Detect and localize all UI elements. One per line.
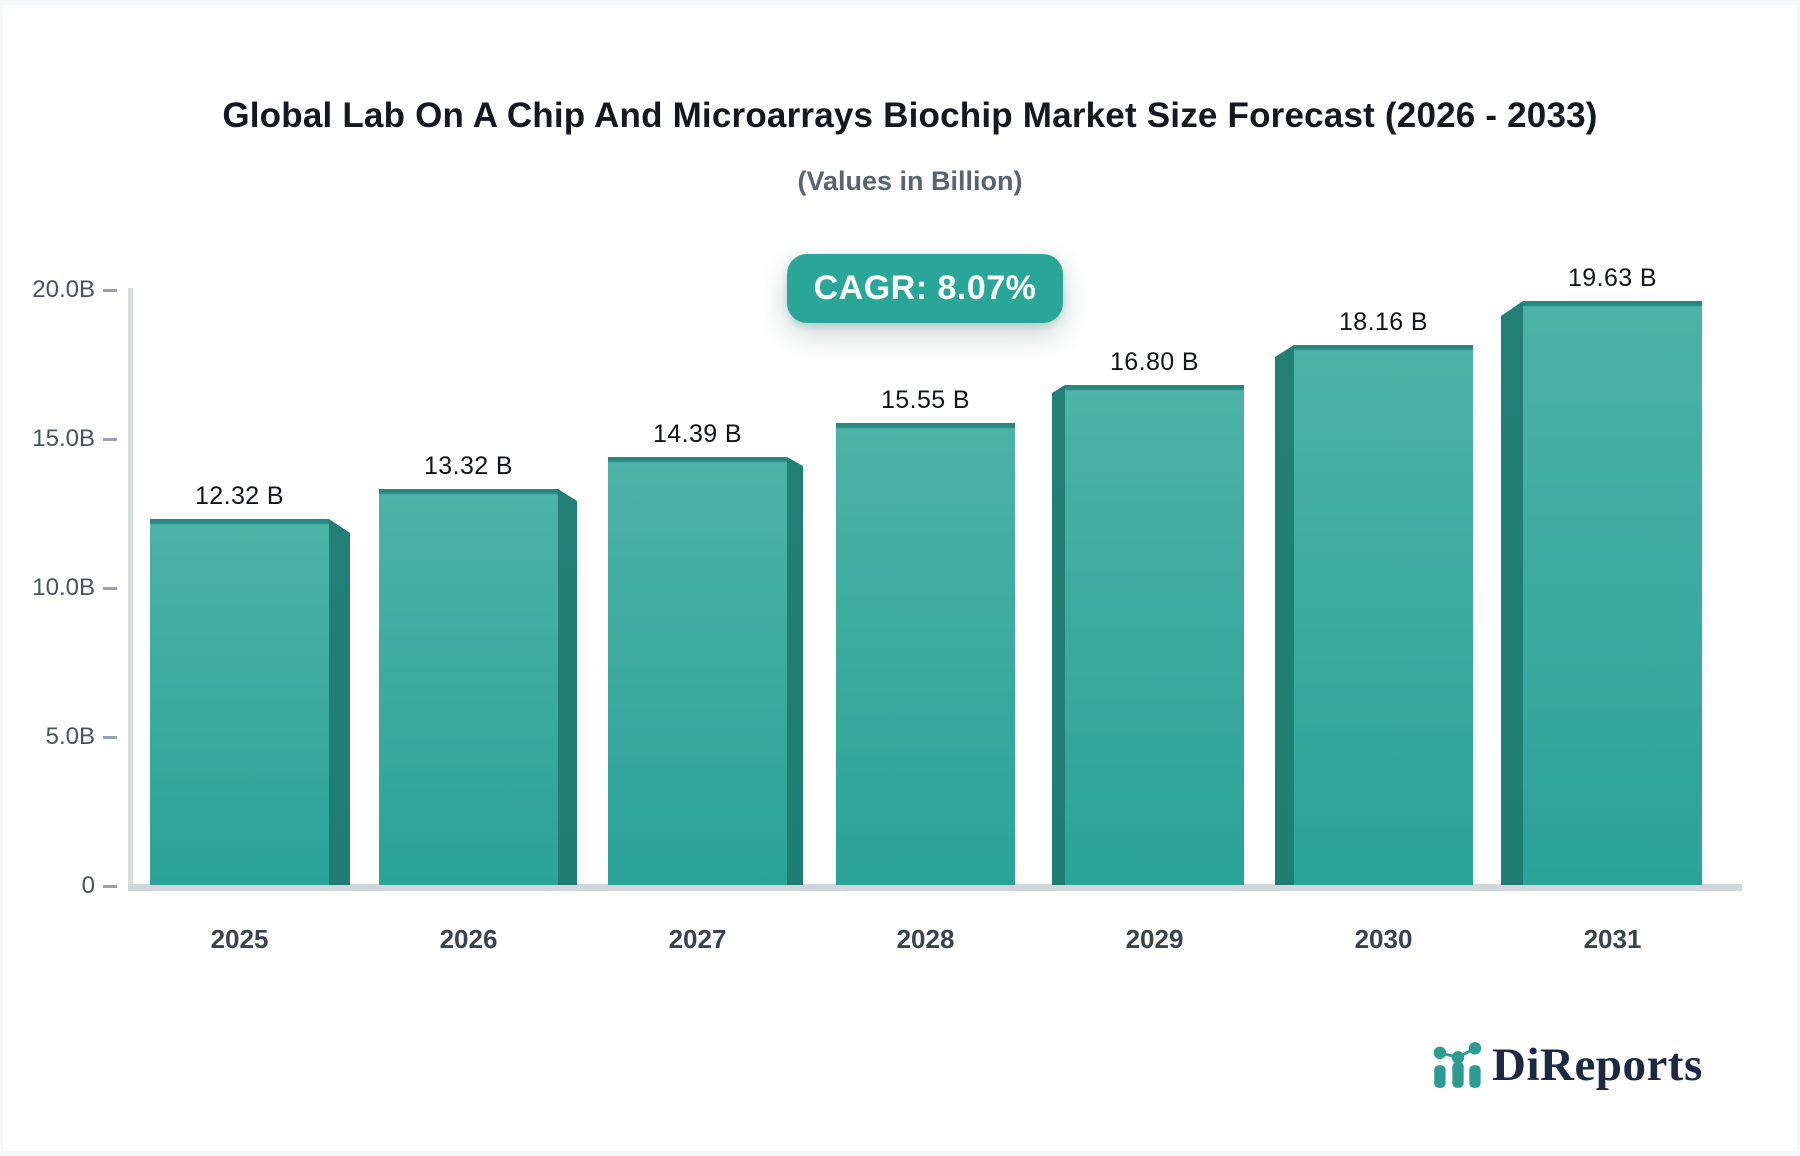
y-tick-label: 15.0B — [32, 425, 95, 452]
bar-value-label-2031: 19.63 B — [1568, 264, 1657, 292]
bar-side-panel-2030 — [1275, 345, 1294, 885]
bar-2026[interactable] — [379, 489, 558, 885]
card-edge-top — [0, 0, 1800, 5]
x-category-label-2025: 2025 — [210, 924, 269, 954]
y-tick-label: 10.0B — [32, 574, 95, 601]
bar-value-label-2030: 18.16 B — [1339, 308, 1428, 336]
brand-logo: DiReports — [1432, 1038, 1703, 1091]
x-category-label-2026: 2026 — [439, 924, 498, 954]
bar-side-panel-2027 — [787, 457, 803, 885]
card-edge-left — [0, 0, 3, 1156]
mini-bar-line-chart-icon — [1433, 1042, 1482, 1088]
y-tick-dash — [103, 587, 117, 590]
bar-side-panel-2026 — [558, 489, 577, 885]
y-tick-label: 0 — [81, 872, 95, 899]
card-edge-bottom — [0, 1151, 1800, 1156]
cagr-badge: CAGR: 8.07% — [787, 254, 1063, 323]
y-tick-dash — [103, 438, 117, 441]
bar-2029[interactable] — [1065, 385, 1244, 885]
x-category-label-2031: 2031 — [1583, 924, 1642, 954]
y-tick-dash — [103, 289, 117, 292]
bar-2025[interactable] — [150, 519, 329, 885]
bar-2031[interactable] — [1523, 301, 1702, 885]
y-tick-dash — [103, 885, 117, 888]
chart-title: Global Lab On A Chip And Microarrays Bio… — [222, 96, 1598, 135]
bar-side-panel-2031 — [1501, 301, 1523, 885]
bar-side-panel-2025 — [329, 519, 350, 885]
x-category-label-2027: 2027 — [668, 924, 727, 954]
bar-value-label-2029: 16.80 B — [1110, 348, 1199, 376]
x-category-label-2028: 2028 — [896, 924, 955, 954]
x-axis-line — [128, 884, 1742, 891]
y-tick-dash — [103, 736, 117, 739]
y-tick-label: 20.0B — [32, 276, 95, 303]
bar-side-panel-2029 — [1052, 385, 1065, 885]
card-edge-right — [1797, 0, 1800, 1156]
x-category-label-2030: 2030 — [1354, 924, 1413, 954]
y-axis-line — [128, 288, 133, 886]
bar-2028[interactable] — [836, 423, 1015, 885]
bar-value-label-2025: 12.32 B — [195, 482, 284, 510]
cagr-badge-label: CAGR: 8.07% — [813, 269, 1037, 307]
brand-logo-text: DiReports — [1492, 1039, 1703, 1091]
bar-value-label-2028: 15.55 B — [881, 386, 970, 414]
bar-2027[interactable] — [608, 457, 787, 885]
bar-value-label-2026: 13.32 B — [424, 452, 513, 480]
y-tick-label: 5.0B — [45, 723, 95, 750]
bar-2030[interactable] — [1294, 345, 1473, 885]
bar-value-label-2027: 14.39 B — [653, 420, 742, 448]
x-category-label-2029: 2029 — [1125, 924, 1184, 954]
chart-subtitle: (Values in Billion) — [797, 166, 1023, 196]
